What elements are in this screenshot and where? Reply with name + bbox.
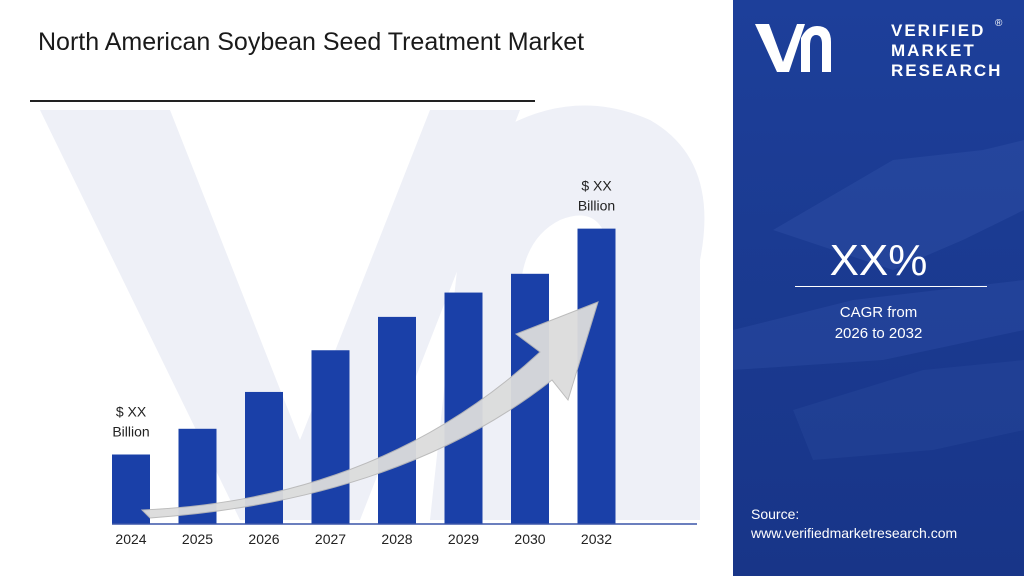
data-label-2032-line-2: Billion bbox=[578, 198, 615, 214]
source-label: Source: bbox=[751, 506, 800, 522]
x-tick-label-2024: 2024 bbox=[115, 531, 146, 547]
bar-chart: 2024 2025 2026 2027 2028 2029 2030 2032 $ XX Bil… bbox=[112, 178, 697, 547]
registered-mark: ® bbox=[995, 18, 1003, 29]
brand-name-line-3: RESEARCH bbox=[891, 61, 1003, 80]
cagr-label-line-1: CAGR from bbox=[839, 304, 918, 321]
x-tick-label-2029: 2029 bbox=[448, 531, 479, 547]
bar-2028 bbox=[378, 316, 416, 524]
jet-background-image bbox=[733, 140, 1024, 460]
summary-sidebar: VERIFIED MARKET RESEARCH ® XX% CAGR from… bbox=[733, 0, 1024, 576]
chart-panel: North American Soybean Seed Treatment Ma… bbox=[30, 28, 705, 547]
x-tick-label-2032: 2032 bbox=[581, 531, 612, 547]
bar-2032 bbox=[577, 228, 616, 524]
x-tick-label-2025: 2025 bbox=[182, 531, 213, 547]
x-tick-label-2028: 2028 bbox=[381, 531, 412, 547]
x-tick-label-2026: 2026 bbox=[248, 531, 279, 547]
chart-title: North American Soybean Seed Treatment Ma… bbox=[38, 28, 585, 56]
cagr-value: XX% bbox=[829, 236, 928, 285]
cagr-divider bbox=[795, 286, 987, 287]
brand-name-line-2: MARKET bbox=[891, 41, 976, 60]
bar-2027 bbox=[311, 350, 350, 524]
data-label-2024-line-2: Billion bbox=[112, 424, 149, 440]
cagr-label-line-2: 2026 to 2032 bbox=[834, 325, 923, 342]
title-underline bbox=[30, 100, 535, 102]
brand-name-line-1: VERIFIED bbox=[891, 21, 986, 40]
x-tick-label-2030: 2030 bbox=[514, 531, 545, 547]
source-url: www.verifiedmarketresearch.com bbox=[751, 525, 958, 541]
cagr-label: CAGR from 2026 to 2032 bbox=[733, 302, 1024, 344]
x-tick-label-2027: 2027 bbox=[315, 531, 346, 547]
data-label-2024-line-1: $ XX bbox=[116, 404, 147, 420]
data-label-2032-line-1: $ XX bbox=[581, 178, 612, 194]
growth-trend-arrow bbox=[140, 301, 599, 519]
bar-2024 bbox=[112, 454, 150, 524]
vmr-logo-icon bbox=[755, 24, 831, 72]
